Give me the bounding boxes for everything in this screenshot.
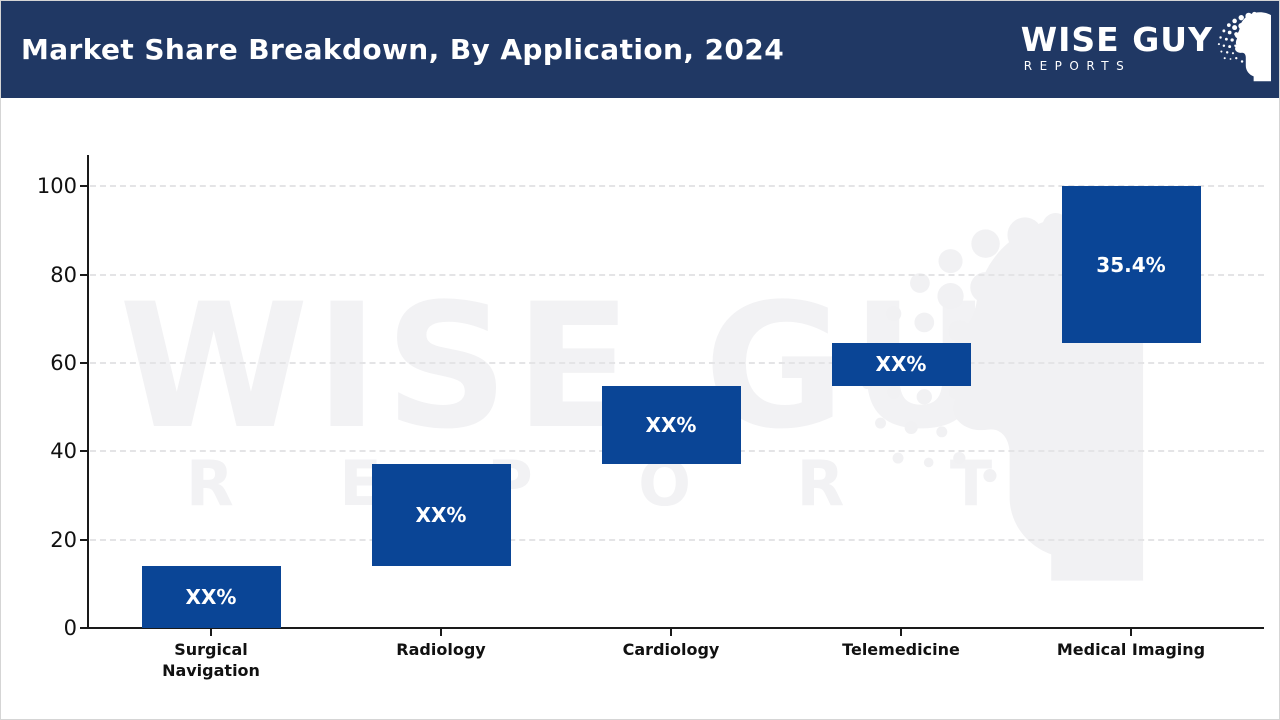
x-axis-line [87, 627, 1264, 629]
y-axis-line [87, 155, 89, 629]
bar-value-label-surgical-navigation: XX% [185, 585, 237, 610]
x-category-label-telemedicine: Telemedicine [842, 640, 960, 659]
bar-cardiology: XX% [601, 385, 741, 464]
x-category-label-medical-imaging: Medical Imaging [1056, 640, 1206, 659]
chart-title: Market Share Breakdown, By Application, … [21, 33, 785, 66]
y-tick-label-60: 60 [50, 351, 77, 376]
bar-surgical-navigation: XX% [141, 566, 281, 628]
y-tick-label-40: 40 [50, 439, 77, 464]
y-tick-label-0: 0 [63, 616, 77, 640]
dotted-head-icon [1217, 11, 1271, 82]
y-tick-100 [80, 185, 88, 188]
x-category-label-cardiology: Cardiology [622, 640, 720, 659]
header-bar: Market Share Breakdown, By Application, … [1, 1, 1279, 98]
bar-value-label-radiology: XX% [415, 502, 467, 527]
bar-value-label-telemedicine: XX% [875, 352, 927, 377]
bar-medical-imaging: 35.4% [1061, 186, 1201, 343]
brand-logo: WISE GUY REPORTS [1021, 9, 1271, 85]
y-tick-label-20: 20 [50, 527, 77, 552]
gridline-60 [90, 362, 1264, 365]
bar-value-label-cardiology: XX% [645, 412, 697, 437]
y-tick-label-100: 100 [36, 174, 77, 199]
gridline-80 [90, 273, 1264, 276]
x-category-label-surgical-navigation: Surgical Navigation [162, 640, 260, 680]
brand-subname: REPORTS [1023, 58, 1132, 73]
brand-logo-text: WISE GUY REPORTS [1021, 23, 1213, 72]
gridline-20 [90, 538, 1264, 541]
x-tick-telemedicine [900, 629, 902, 636]
x-tick-medical-imaging [1130, 629, 1132, 636]
bar-radiology: XX% [371, 463, 511, 567]
x-tick-cardiology [670, 629, 672, 636]
y-tick-60 [80, 362, 88, 365]
y-tick-0 [80, 627, 88, 629]
y-tick-20 [80, 538, 88, 541]
y-tick-80 [80, 273, 88, 276]
bar-value-label-medical-imaging: 35.4% [1096, 252, 1166, 277]
x-tick-surgical-navigation [210, 629, 212, 636]
gridline-100 [90, 185, 1264, 188]
y-tick-40 [80, 450, 88, 453]
y-tick-label-80: 80 [50, 262, 77, 287]
x-tick-radiology [440, 629, 442, 636]
bar-telemedicine: XX% [831, 342, 971, 386]
x-category-label-radiology: Radiology [396, 640, 486, 659]
brand-name: WISE GUY [1020, 19, 1213, 59]
